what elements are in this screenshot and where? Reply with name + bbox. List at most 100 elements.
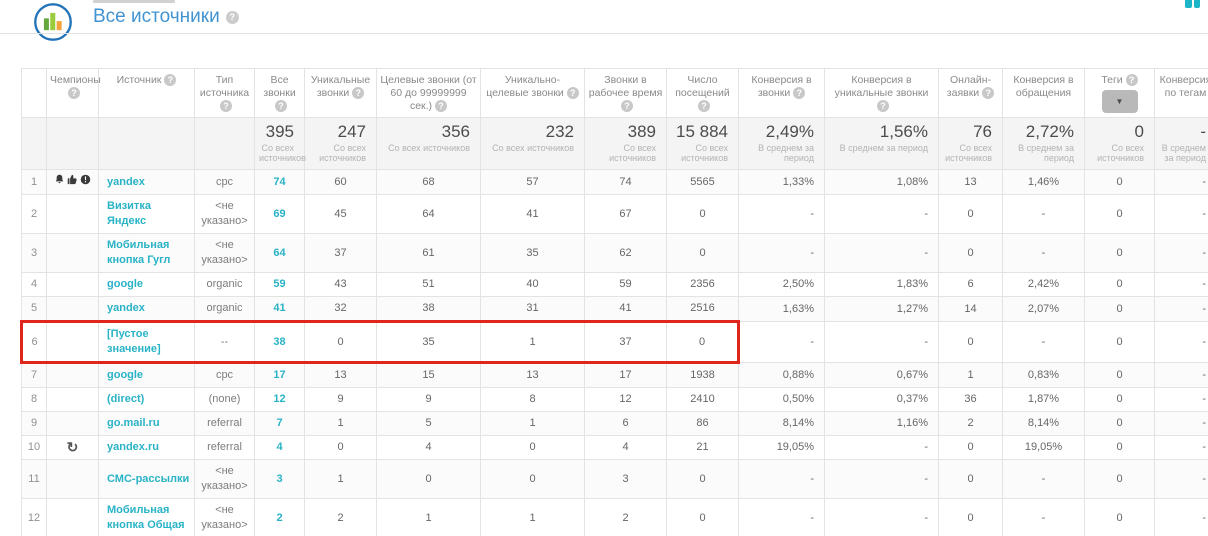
source-link[interactable]: Мобильная кнопка Общая	[107, 504, 185, 531]
source-link[interactable]: СМС-рассылки	[107, 472, 190, 485]
column-header-visits[interactable]: Число посещений?	[666, 68, 739, 118]
tags-dropdown-button[interactable]: ▼	[1101, 90, 1138, 113]
all-calls-link[interactable]: 17	[273, 369, 286, 381]
column-header-work_time_calls[interactable]: Звонки в рабочее время?	[584, 68, 667, 118]
cell-type: <не указано>	[194, 194, 255, 234]
summary-value: 395	[265, 122, 294, 141]
column-header-conv_calls[interactable]: Конверсия в звонки?	[738, 68, 825, 118]
help-icon[interactable]: ?	[566, 87, 579, 100]
cell-conv_calls: -	[738, 194, 825, 234]
cell-visits: 2516	[666, 296, 739, 322]
source-link[interactable]: google	[107, 278, 144, 290]
source-link[interactable]: go.mail.ru	[107, 417, 160, 429]
all-calls-link[interactable]: 7	[276, 417, 283, 429]
help-icon[interactable]: ?	[793, 87, 806, 100]
all-calls-link[interactable]: 69	[273, 207, 286, 220]
page-title: Все источники	[93, 6, 220, 27]
cell-champions	[46, 169, 99, 195]
sources-report-table: Чемпионы? Источник? Тип источника? Все звон…	[20, 68, 1208, 536]
summary-value: 356	[441, 122, 470, 141]
cell-num: 12	[21, 498, 47, 536]
help-icon[interactable]: ?	[164, 74, 177, 87]
help-icon[interactable]: ?	[1125, 74, 1138, 87]
column-label: Конверсия в уникальные звонки	[834, 74, 929, 99]
cell-type: referral	[194, 411, 255, 436]
cell-unique_target_calls: 8	[480, 387, 585, 412]
help-icon[interactable]: ?	[68, 87, 80, 100]
cell-type: <не указано>	[194, 233, 255, 273]
column-header-conv_unique_calls[interactable]: Конверсия в уникальные звонки?	[824, 68, 939, 118]
cell-conv_unique_calls: -	[824, 435, 939, 460]
help-icon[interactable]: ?	[621, 100, 633, 113]
summary-cell-champions	[46, 117, 99, 170]
cell-type: cpc	[194, 362, 255, 388]
help-icon[interactable]: ?	[982, 87, 995, 100]
help-icon[interactable]: ?	[220, 100, 232, 113]
bell-icon[interactable]	[54, 174, 65, 190]
column-header-source[interactable]: Источник?	[98, 68, 195, 118]
cell-num: 1	[21, 169, 47, 195]
cell-target_calls: 64	[376, 194, 481, 234]
column-header-tags[interactable]: Теги? ▼	[1084, 68, 1155, 118]
cell-unique_target_calls: 13	[480, 362, 585, 388]
all-calls-link[interactable]: 74	[273, 175, 286, 188]
source-link[interactable]: yandex	[107, 175, 145, 188]
all-calls-link[interactable]: 4	[276, 441, 283, 453]
cell-num: 4	[21, 272, 47, 297]
summary-cell-conv_tags: - В среднем за период	[1154, 117, 1208, 170]
column-label: Уникальные звонки	[310, 74, 371, 99]
cell-conv_appeals: 8,14%	[1002, 411, 1085, 436]
all-calls-link[interactable]: 59	[273, 278, 286, 290]
column-header-conv_appeals[interactable]: Конверсия в обращения	[1002, 68, 1085, 118]
column-label: Теги	[1101, 74, 1123, 86]
all-calls-link[interactable]: 12	[273, 393, 286, 405]
column-header-target_calls[interactable]: Целевые звонки (от 60 до 99999999 сек.)?	[376, 68, 481, 118]
cell-conv_tags: -	[1154, 498, 1208, 536]
cell-source: СМС-рассылки	[98, 459, 195, 499]
cell-all_calls: 12	[254, 387, 305, 412]
column-header-all_calls[interactable]: Все звонки?	[254, 68, 305, 118]
source-link[interactable]: [Пустое значение]	[107, 328, 161, 355]
source-link[interactable]: Мобильная кнопка Гугл	[107, 239, 171, 266]
cell-online_requests: 2	[938, 411, 1003, 436]
all-calls-link[interactable]: 2	[276, 511, 283, 524]
all-calls-link[interactable]: 64	[273, 246, 286, 259]
help-icon[interactable]: ?	[698, 100, 710, 113]
cell-source: Мобильная кнопка Гугл	[98, 233, 195, 273]
help-icon[interactable]: ?	[435, 100, 448, 113]
thumbs-up-icon[interactable]	[67, 174, 78, 190]
help-icon[interactable]: ?	[275, 100, 287, 113]
alert-circle-icon[interactable]	[80, 174, 91, 190]
cell-unique_calls: 2	[304, 498, 377, 536]
cell-unique_target_calls: 1	[480, 411, 585, 436]
sync-icon[interactable]: ↻	[66, 439, 79, 456]
source-link[interactable]: google	[107, 369, 144, 381]
column-header-online_requests[interactable]: Онлайн-заявки?	[938, 68, 1003, 118]
source-link[interactable]: yandex.ru	[107, 441, 159, 453]
source-link[interactable]: Визитка Яндекс	[107, 200, 151, 227]
cell-visits: 5565	[666, 169, 739, 195]
cell-tags: 0	[1084, 272, 1155, 297]
cell-tags: 0	[1084, 169, 1155, 195]
panel-settings-icon[interactable]	[1185, 0, 1200, 8]
column-header-champions[interactable]: Чемпионы?	[46, 68, 101, 118]
help-icon[interactable]: ?	[877, 100, 889, 113]
column-header-unique_target_calls[interactable]: Уникально-целевые звонки?	[480, 68, 585, 118]
summary-value: 0	[1134, 122, 1144, 141]
cell-unique_target_calls: 31	[480, 296, 585, 322]
cell-conv_calls: 8,14%	[738, 411, 825, 436]
cell-unique_calls: 1	[304, 411, 377, 436]
column-header-conv_tags[interactable]: Конверсия по тегам	[1154, 68, 1208, 118]
all-calls-link[interactable]: 41	[273, 302, 286, 314]
cell-champions	[46, 411, 99, 436]
all-calls-link[interactable]: 38	[273, 335, 286, 348]
all-calls-link[interactable]: 3	[276, 472, 283, 485]
title-help-icon[interactable]: ?	[225, 10, 239, 24]
cell-conv_appeals: -	[1002, 233, 1085, 273]
column-header-unique_calls[interactable]: Уникальные звонки?	[304, 68, 377, 118]
help-icon[interactable]: ?	[352, 87, 365, 100]
column-header-type[interactable]: Тип источника?	[194, 68, 255, 118]
source-link[interactable]: yandex	[107, 302, 145, 314]
cell-source: Визитка Яндекс	[98, 194, 195, 234]
source-link[interactable]: (direct)	[107, 393, 145, 405]
